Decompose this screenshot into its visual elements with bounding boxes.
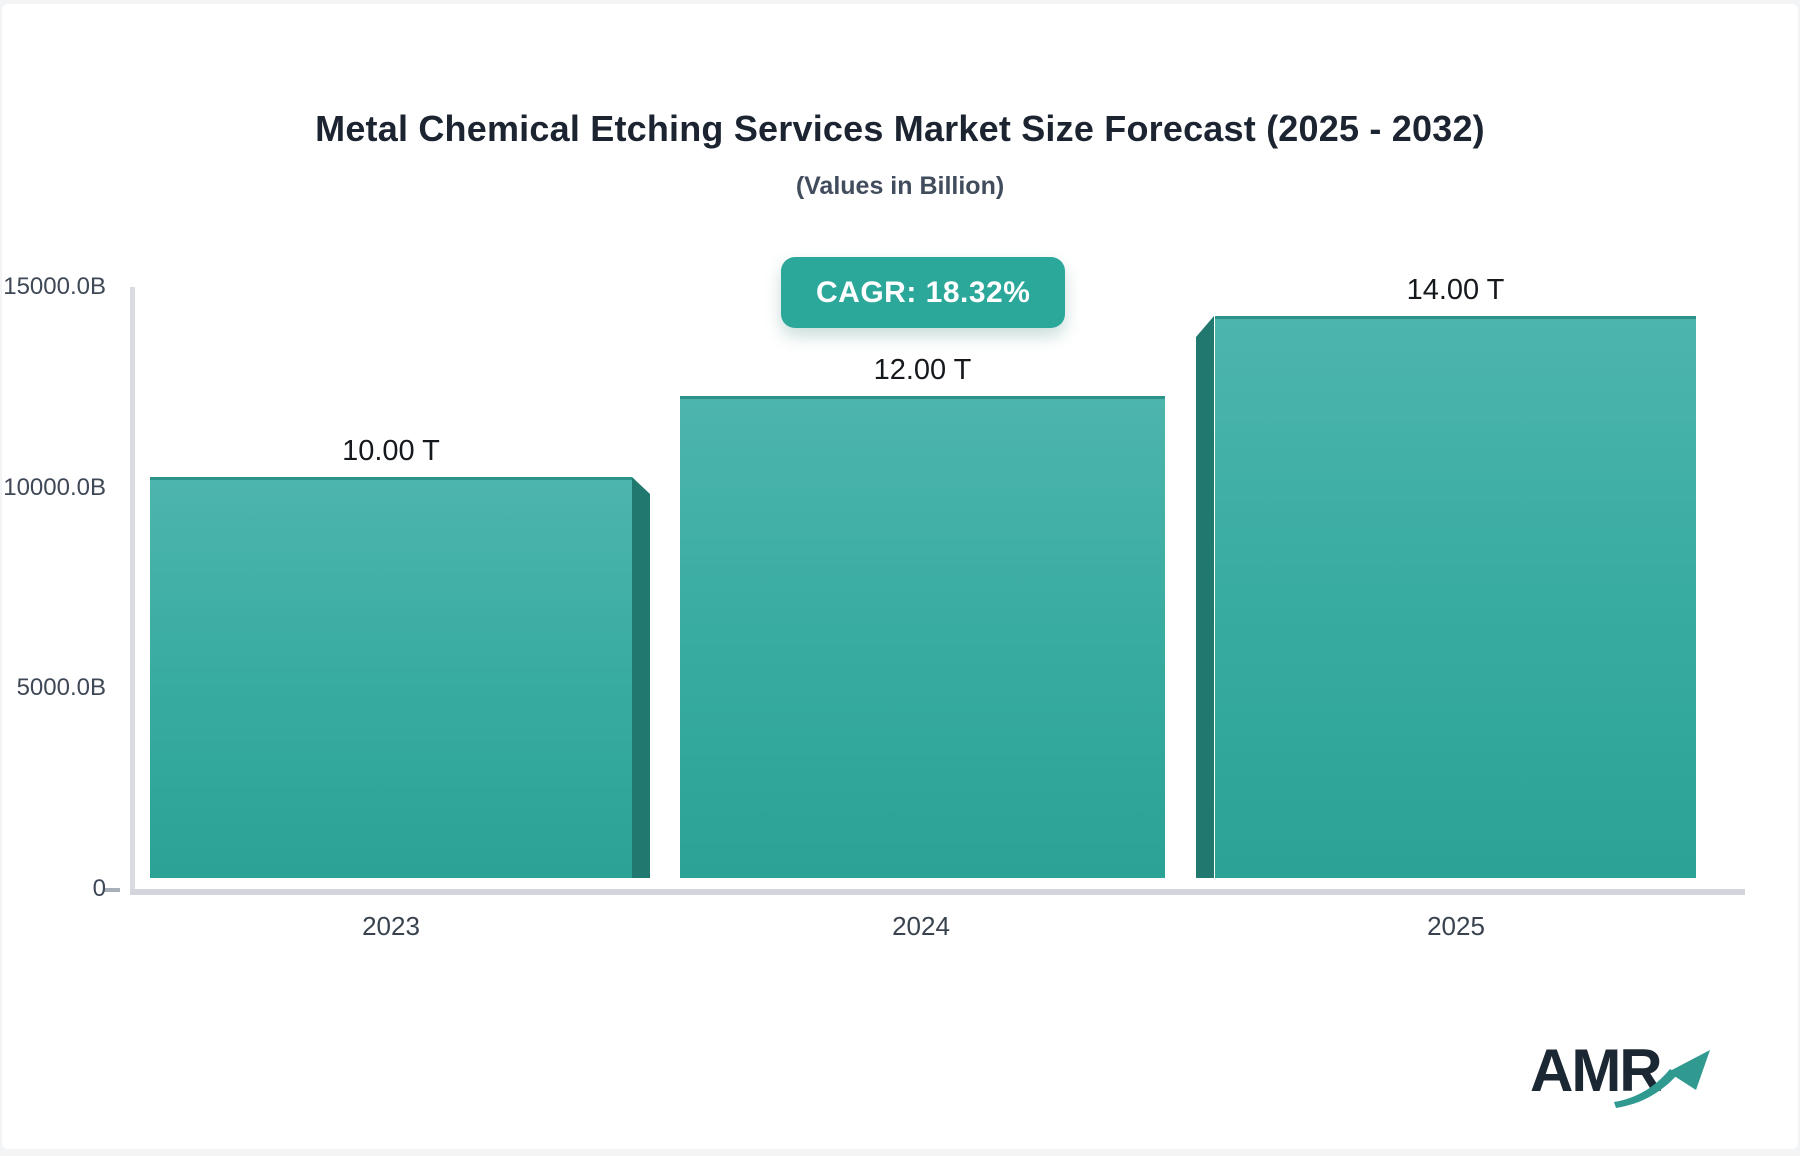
chart-card: Metal Chemical Etching Services Market S… [2, 4, 1798, 1149]
bar-face-2025 [1215, 316, 1696, 878]
x-label-2023: 2023 [362, 911, 420, 941]
bar-3d-side-2023 [632, 477, 650, 878]
bar-face-2024 [680, 396, 1165, 878]
x-axis-baseline [130, 889, 1745, 895]
growth-arrow-icon [1614, 1050, 1710, 1108]
bar-2024[interactable]: 12.00 T [680, 354, 1165, 878]
bar-value-label-2025: 14.00 T [1406, 274, 1505, 306]
bar-2025[interactable]: 14.00 T [1196, 274, 1696, 878]
x-label-2024: 2024 [892, 911, 950, 941]
y-tick-10000: 10000.0B [3, 474, 106, 501]
amr-logo-text: AMR [1530, 1037, 1663, 1104]
bar-face-2023 [150, 477, 632, 878]
chart-subtitle: (Values in Billion) [795, 172, 1005, 200]
bar-value-label-2023: 10.00 T [342, 435, 440, 467]
zero-tick-mark [103, 888, 120, 892]
x-label-2025: 2025 [1427, 911, 1485, 941]
chart-title: Metal Chemical Etching Services Market S… [315, 108, 1485, 149]
bar-3d-side-2025 [1196, 316, 1214, 878]
y-axis-line [130, 287, 135, 895]
bar-value-label-2024: 12.00 T [873, 354, 972, 386]
bar-2023[interactable]: 10.00 T [150, 435, 650, 878]
cagr-badge: CAGR: 18.32% [781, 257, 1066, 328]
y-tick-15000: 15000.0B [3, 273, 106, 300]
y-tick-0: 0 [92, 875, 106, 902]
amr-logo: AMR [1530, 1036, 1715, 1116]
y-tick-5000: 5000.0B [16, 674, 106, 701]
